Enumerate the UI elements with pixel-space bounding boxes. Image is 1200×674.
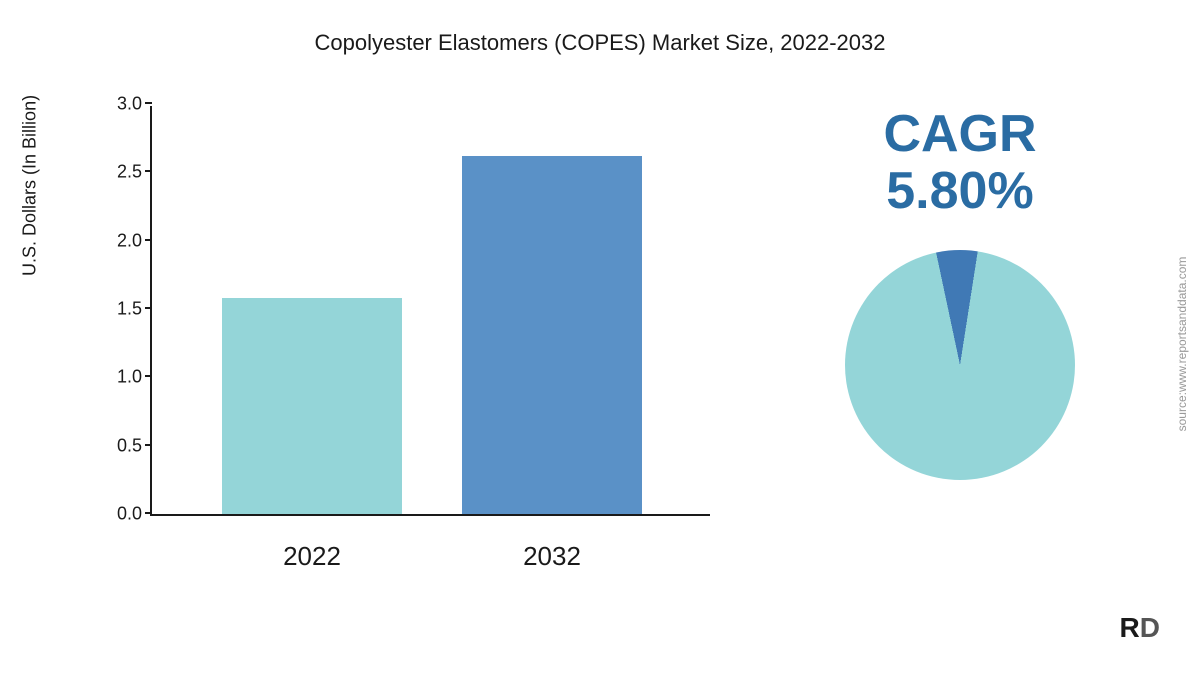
y-tick-mark <box>145 170 152 172</box>
source-text: source:www.reportsanddata.com <box>1175 257 1189 432</box>
bar-plot: 0.00.51.01.52.02.53.020222032 <box>150 106 710 516</box>
y-tick-label: 2.5 <box>102 162 142 183</box>
content-row: U.S. Dollars (In Billion) 0.00.51.01.52.… <box>0 96 1200 616</box>
y-tick-label: 0.0 <box>102 504 142 525</box>
cagr-value: 5.80% <box>790 163 1130 220</box>
y-axis-label: U.S. Dollars (In Billion) <box>20 95 41 276</box>
bar-2022 <box>222 298 402 514</box>
pie-chart <box>845 250 1075 480</box>
y-tick-label: 0.5 <box>102 435 142 456</box>
bar-chart-area: U.S. Dollars (In Billion) 0.00.51.01.52.… <box>60 96 760 616</box>
y-tick-label: 3.0 <box>102 94 142 115</box>
logo: RD <box>1120 612 1160 644</box>
right-panel: CAGR 5.80% <box>790 106 1130 480</box>
y-tick-mark <box>145 239 152 241</box>
y-tick-mark <box>145 307 152 309</box>
x-label-2022: 2022 <box>283 541 341 572</box>
y-tick-mark <box>145 444 152 446</box>
chart-container: Copolyester Elastomers (COPES) Market Si… <box>0 0 1200 674</box>
y-tick-label: 1.5 <box>102 299 142 320</box>
chart-title: Copolyester Elastomers (COPES) Market Si… <box>0 30 1200 56</box>
x-label-2032: 2032 <box>523 541 581 572</box>
y-tick-label: 2.0 <box>102 230 142 251</box>
y-tick-mark <box>145 375 152 377</box>
bar-2032 <box>462 156 642 514</box>
logo-r: R <box>1120 612 1140 643</box>
cagr-label: CAGR <box>790 106 1130 163</box>
y-tick-mark <box>145 102 152 104</box>
y-tick-label: 1.0 <box>102 367 142 388</box>
y-tick-mark <box>145 512 152 514</box>
logo-d: D <box>1140 612 1160 643</box>
